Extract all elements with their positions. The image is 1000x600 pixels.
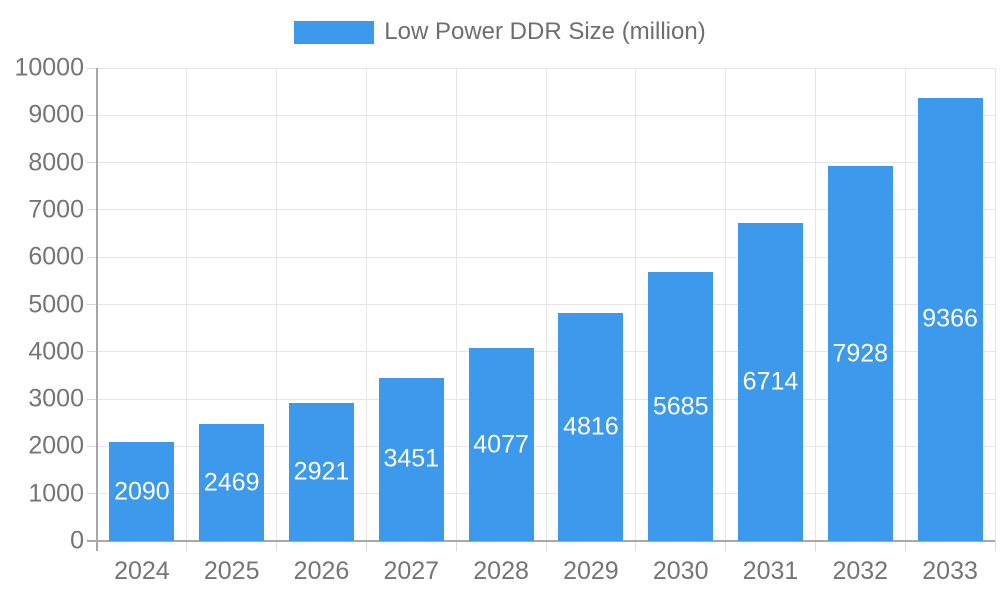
y-axis-tick-mark bbox=[87, 162, 97, 164]
x-axis-tick-mark bbox=[725, 541, 727, 551]
x-axis-tick-mark bbox=[635, 541, 637, 551]
x-axis-tick-label: 2032 bbox=[832, 557, 889, 585]
y-axis-tick-mark bbox=[87, 445, 97, 447]
x-axis-tick-label: 2025 bbox=[203, 557, 260, 585]
y-axis-tick-mark bbox=[87, 304, 97, 305]
gridline-vertical bbox=[365, 68, 367, 541]
x-axis-tick-label: 2027 bbox=[383, 557, 440, 585]
y-axis-tick-mark bbox=[87, 114, 97, 116]
y-axis-tick-label: 4000 bbox=[28, 337, 84, 366]
gridline-vertical bbox=[904, 68, 906, 541]
bar-value-label: 9366 bbox=[922, 304, 978, 333]
bar-value-label: 4077 bbox=[473, 430, 529, 459]
legend: Low Power DDR Size (million) bbox=[0, 18, 1000, 46]
bar-2028 bbox=[468, 348, 534, 541]
x-axis-tick-mark bbox=[365, 541, 367, 551]
y-axis-tick-label: 3000 bbox=[28, 384, 84, 413]
y-axis-tick-mark bbox=[87, 256, 97, 258]
y-axis-tick-mark bbox=[87, 67, 97, 69]
bar-value-label: 4816 bbox=[563, 412, 619, 441]
y-axis-line bbox=[96, 68, 98, 551]
x-axis-tick-label: 2028 bbox=[473, 557, 529, 585]
gridline-vertical bbox=[276, 68, 278, 541]
gridline-vertical bbox=[186, 68, 188, 541]
y-axis-tick-label: 9000 bbox=[28, 100, 84, 129]
gridline-vertical bbox=[994, 68, 996, 541]
x-axis-tick-mark bbox=[455, 541, 457, 551]
bar-2027 bbox=[378, 377, 444, 541]
bar-value-label: 6714 bbox=[742, 367, 799, 396]
bar-value-label: 5685 bbox=[652, 392, 709, 421]
x-axis-tick-mark bbox=[904, 541, 906, 551]
bar-value-label: 7928 bbox=[832, 339, 889, 367]
bar-2025 bbox=[199, 424, 265, 541]
y-axis-tick-mark bbox=[87, 351, 97, 353]
x-axis-tick-label: 2024 bbox=[114, 557, 170, 585]
x-axis-tick-mark bbox=[186, 541, 188, 551]
bar-value-label: 2921 bbox=[293, 457, 350, 486]
bar-value-label: 2469 bbox=[203, 468, 260, 497]
y-axis-tick-label: 6000 bbox=[28, 242, 84, 271]
x-axis-tick-label: 2031 bbox=[742, 557, 799, 585]
x-axis-tick-label: 2033 bbox=[922, 557, 978, 585]
gridline-vertical bbox=[545, 68, 547, 541]
y-axis-tick-label: 7000 bbox=[28, 195, 84, 224]
bar-2031 bbox=[738, 223, 803, 541]
x-axis-tick-mark bbox=[994, 541, 996, 551]
gridline-vertical bbox=[635, 68, 637, 541]
bar-2026 bbox=[289, 402, 354, 541]
x-axis-tick-mark bbox=[545, 541, 547, 551]
x-axis-tick-label: 2030 bbox=[652, 557, 709, 585]
legend-item[interactable]: Low Power DDR Size (million) bbox=[294, 18, 706, 46]
bar-2024 bbox=[109, 442, 175, 541]
y-axis-tick-label: 5000 bbox=[28, 290, 84, 318]
gridline-vertical bbox=[814, 68, 816, 541]
x-axis-tick-mark bbox=[276, 541, 278, 551]
bar-2033 bbox=[917, 97, 983, 541]
legend-swatch-icon bbox=[294, 20, 375, 44]
gridline-vertical bbox=[455, 68, 457, 541]
bar-2030 bbox=[648, 272, 714, 541]
bar-2032 bbox=[827, 166, 893, 541]
x-axis-tick-label: 2026 bbox=[293, 557, 350, 585]
y-axis-tick-label: 1000 bbox=[28, 479, 84, 508]
y-axis-tick-label: 8000 bbox=[28, 148, 84, 177]
gridline-vertical bbox=[725, 68, 727, 541]
y-axis-tick-mark bbox=[87, 398, 97, 400]
bar-value-label: 2090 bbox=[114, 477, 170, 506]
y-axis-tick-mark bbox=[87, 209, 97, 211]
y-axis-tick-label: 2000 bbox=[28, 431, 84, 460]
bar-2029 bbox=[558, 313, 624, 541]
bar-value-label: 3451 bbox=[383, 444, 440, 473]
y-axis-tick-label: 10000 bbox=[14, 53, 84, 82]
y-axis-tick-label: 0 bbox=[70, 526, 84, 555]
x-axis-tick-label: 2029 bbox=[563, 557, 619, 585]
y-axis-tick-mark bbox=[87, 493, 97, 495]
x-axis-tick-mark bbox=[814, 541, 816, 551]
x-axis-line bbox=[87, 540, 995, 542]
legend-label: Low Power DDR Size (million) bbox=[384, 18, 706, 45]
